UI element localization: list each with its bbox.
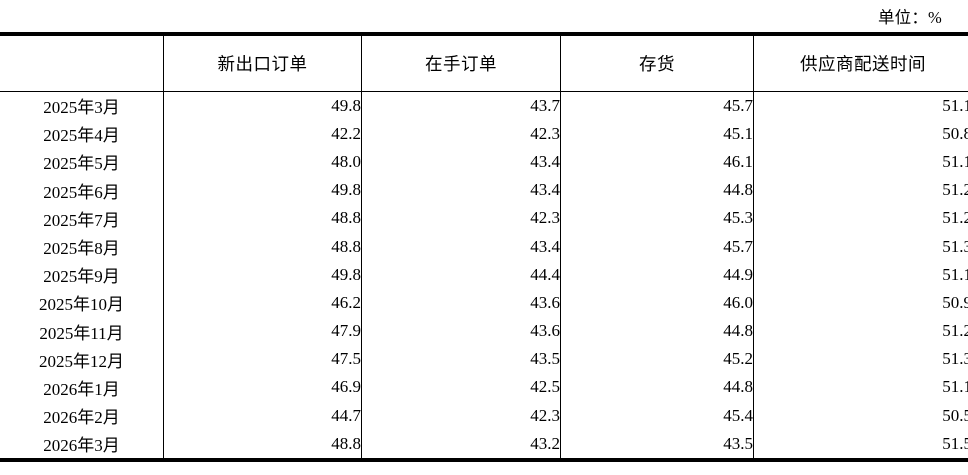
cell-new-export-orders: 47.5 bbox=[163, 345, 362, 374]
column-header-supplier-delivery-time: 供应商配送时间 bbox=[753, 32, 968, 92]
cell-supplier-delivery-time: 51.1 bbox=[753, 91, 968, 120]
cell-new-export-orders: 42.2 bbox=[163, 119, 362, 148]
cell-new-export-orders: 47.9 bbox=[163, 317, 362, 346]
cell-inventory: 45.7 bbox=[560, 232, 754, 261]
cell-new-export-orders: 48.8 bbox=[163, 429, 362, 462]
table-row: 2025年5月 48.0 43.4 46.1 51.1 bbox=[0, 147, 968, 177]
row-label-period: 2025年11月 bbox=[39, 323, 124, 343]
cell-supplier-delivery-time: 51.1 bbox=[753, 373, 968, 402]
table-row: 2025年10月 46.2 43.6 46.0 50.9 bbox=[0, 288, 968, 317]
pmi-sub-index-table: 新出口订单 在手订单 存货 供应商配送时间 2025年3月 49.8 43.7 45.… bbox=[0, 32, 968, 462]
cell-supplier-delivery-time: 51.2 bbox=[753, 176, 968, 205]
cell-new-export-orders: 48.8 bbox=[163, 204, 362, 233]
cell-inventory: 44.9 bbox=[560, 260, 754, 289]
cell-inventory: 45.2 bbox=[560, 345, 754, 374]
cell-new-export-orders: 48.0 bbox=[163, 147, 362, 177]
cell-supplier-delivery-time: 51.5 bbox=[753, 429, 968, 462]
cell-backlog-orders: 43.2 bbox=[361, 429, 561, 462]
cell-backlog-orders: 42.3 bbox=[361, 401, 561, 430]
cell-backlog-orders: 42.3 bbox=[361, 204, 561, 233]
row-label-period: 2025年12月 bbox=[39, 351, 124, 371]
cell-new-export-orders: 49.8 bbox=[163, 260, 362, 289]
cell-supplier-delivery-time: 51.1 bbox=[753, 260, 968, 289]
cell-supplier-delivery-time: 50.8 bbox=[753, 119, 968, 148]
column-header-backlog-orders: 在手订单 bbox=[361, 32, 561, 92]
row-label-period: 2025年3月 bbox=[43, 98, 120, 118]
cell-new-export-orders: 49.8 bbox=[163, 176, 362, 205]
row-label-period: 2025年4月 bbox=[43, 126, 120, 146]
cell-inventory: 46.0 bbox=[560, 288, 754, 317]
row-label-period: 2026年2月 bbox=[43, 408, 120, 428]
table-row: 2025年4月 42.2 42.3 45.1 50.8 bbox=[0, 119, 968, 148]
cell-new-export-orders: 46.2 bbox=[163, 288, 362, 317]
cell-backlog-orders: 43.4 bbox=[361, 147, 561, 177]
cell-supplier-delivery-time: 51.3 bbox=[753, 345, 968, 374]
row-label-period: 2025年10月 bbox=[39, 295, 124, 315]
cell-backlog-orders: 43.6 bbox=[361, 288, 561, 317]
column-header-inventory: 存货 bbox=[560, 32, 754, 92]
cell-backlog-orders: 43.7 bbox=[361, 91, 561, 120]
cell-backlog-orders: 42.5 bbox=[361, 373, 561, 402]
unit-caption: 单位：% bbox=[877, 8, 942, 27]
row-label-period: 2025年9月 bbox=[43, 267, 120, 287]
row-label-period: 2025年8月 bbox=[43, 239, 120, 259]
cell-inventory: 44.8 bbox=[560, 317, 754, 346]
cell-backlog-orders: 43.5 bbox=[361, 345, 561, 374]
cell-inventory: 43.5 bbox=[560, 429, 754, 462]
cell-backlog-orders: 44.4 bbox=[361, 260, 561, 289]
cell-new-export-orders: 44.7 bbox=[163, 401, 362, 430]
cell-backlog-orders: 42.3 bbox=[361, 119, 561, 148]
table-row: 2025年6月 49.8 43.4 44.8 51.2 bbox=[0, 176, 968, 205]
cell-supplier-delivery-time: 50.9 bbox=[753, 288, 968, 317]
cell-inventory: 44.8 bbox=[560, 373, 754, 402]
cell-inventory: 45.7 bbox=[560, 91, 754, 120]
cell-backlog-orders: 43.4 bbox=[361, 176, 561, 205]
unit-caption-row: 单位：% bbox=[0, 0, 968, 32]
cell-backlog-orders: 43.4 bbox=[361, 232, 561, 261]
cell-supplier-delivery-time: 50.5 bbox=[753, 401, 968, 430]
cell-supplier-delivery-time: 51.2 bbox=[753, 204, 968, 233]
cell-inventory: 46.1 bbox=[560, 147, 754, 177]
table-row: 2025年7月 48.8 42.3 45.3 51.2 bbox=[0, 204, 968, 233]
cell-inventory: 45.3 bbox=[560, 204, 754, 233]
table-header-row: 新出口订单 在手订单 存货 供应商配送时间 bbox=[0, 32, 968, 92]
cell-inventory: 44.8 bbox=[560, 176, 754, 205]
table-row: 2025年3月 49.8 43.7 45.7 51.1 bbox=[0, 91, 968, 120]
row-label-period: 2026年3月 bbox=[0, 429, 164, 462]
column-header-period bbox=[0, 32, 164, 92]
cell-inventory: 45.1 bbox=[560, 119, 754, 148]
table-row: 2026年1月 46.9 42.5 44.8 51.1 bbox=[0, 373, 968, 402]
row-label-period: 2025年6月 bbox=[43, 182, 120, 202]
row-label-period: 2025年7月 bbox=[43, 210, 120, 230]
table-row: 2025年11月 47.9 43.6 44.8 51.2 bbox=[0, 317, 968, 346]
table-body: 2025年3月 49.8 43.7 45.7 51.1 2025年4月 42.2 42.3 45… bbox=[0, 91, 968, 462]
row-label-period: 2025年5月 bbox=[43, 154, 120, 174]
cell-supplier-delivery-time: 51.3 bbox=[753, 232, 968, 261]
table-row: 2025年12月 47.5 43.5 45.2 51.3 bbox=[0, 345, 968, 374]
table-row: 2026年2月 44.7 42.3 45.4 50.5 bbox=[0, 401, 968, 430]
row-label-period: 2026年1月 bbox=[43, 379, 120, 399]
table-row: 2026年3月 48.8 43.2 43.5 51.5 bbox=[0, 429, 968, 462]
table-head: 新出口订单 在手订单 存货 供应商配送时间 bbox=[0, 32, 968, 92]
cell-new-export-orders: 48.8 bbox=[163, 232, 362, 261]
cell-backlog-orders: 43.6 bbox=[361, 317, 561, 346]
cell-supplier-delivery-time: 51.2 bbox=[753, 317, 968, 346]
cell-supplier-delivery-time: 51.1 bbox=[753, 147, 968, 177]
cell-new-export-orders: 49.8 bbox=[163, 91, 362, 120]
column-header-new-export-orders: 新出口订单 bbox=[163, 32, 362, 92]
cell-new-export-orders: 46.9 bbox=[163, 373, 362, 402]
table-row: 2025年9月 49.8 44.4 44.9 51.1 bbox=[0, 260, 968, 289]
cell-inventory: 45.4 bbox=[560, 401, 754, 430]
table-row: 2025年8月 48.8 43.4 45.7 51.3 bbox=[0, 232, 968, 261]
